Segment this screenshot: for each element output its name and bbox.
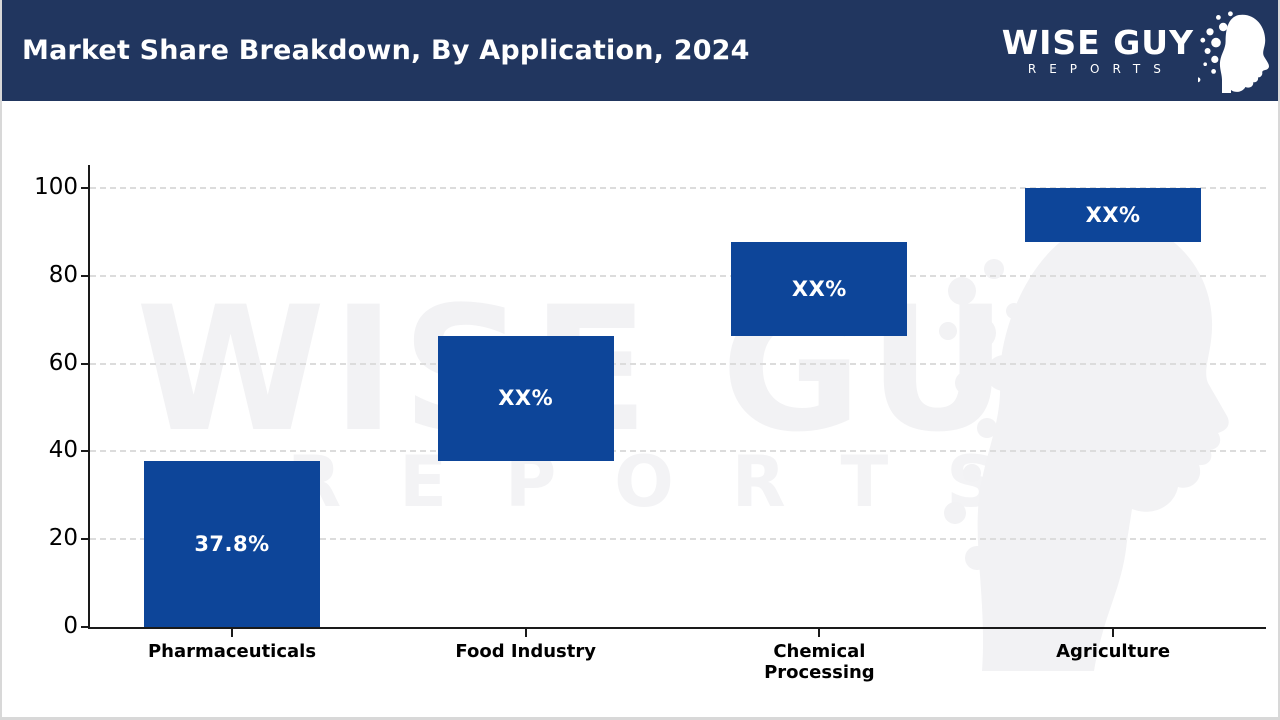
plot-area: 0 20 40 60 80 100 37.8% Pharmaceuticals XX% Food … [2, 101, 1278, 717]
y-axis-spine [88, 165, 90, 629]
grid-line [90, 187, 1266, 189]
logo-face-icon [1198, 10, 1269, 93]
y-axis-tick [81, 450, 90, 453]
y-axis-tick [81, 362, 90, 365]
grid-line [90, 274, 1266, 277]
y-tick-label: 100 [34, 174, 78, 200]
header: Market Share Breakdown, By Application, … [2, 0, 1278, 101]
y-tick-label: 0 [63, 613, 78, 639]
chart-area: WISE GUY REPORTS 0 20 40 60 80 100 37.8% Pharma… [2, 101, 1278, 717]
bar-value-label: XX% [1085, 202, 1141, 227]
y-tick-label: 20 [48, 525, 78, 552]
x-axis-tick [818, 627, 821, 637]
x-tick-label: Food Industry [455, 641, 596, 662]
bar-value-label: 37.8% [194, 532, 270, 557]
bar-chemical-processing: XX% [731, 241, 908, 336]
bar-value-label: XX% [791, 276, 847, 301]
page-title: Market Share Breakdown, By Application, … [22, 35, 750, 66]
y-axis-tick [81, 187, 90, 189]
y-axis-tick [81, 626, 90, 628]
bar-food-industry: XX% [437, 335, 614, 462]
bar-pharmaceuticals: 37.8% [144, 461, 320, 627]
x-axis-tick [524, 627, 527, 637]
bar-value-label: XX% [498, 386, 554, 411]
x-tick-label: Chemical Processing [764, 641, 875, 683]
wiseguy-logo: WISE GUY REPORTS [1001, 9, 1278, 93]
bar-agriculture: XX% [1025, 188, 1202, 242]
y-tick-label: 60 [48, 349, 78, 376]
y-tick-label: 80 [48, 261, 78, 288]
y-tick-label: 40 [48, 437, 78, 464]
x-axis-spine [88, 627, 1266, 629]
grid-line [90, 538, 1266, 541]
x-tick-label: Pharmaceuticals [147, 641, 317, 662]
x-axis-tick [1112, 627, 1115, 637]
logo-wordmark: WISE GUY [1001, 22, 1194, 62]
y-axis-tick [81, 274, 90, 277]
logo-text: WISE GUY REPORTS [1001, 22, 1194, 76]
x-axis-tick [231, 627, 233, 637]
grid-line [90, 450, 1266, 453]
grid-line [90, 362, 1266, 365]
logo-subtitle: REPORTS [1027, 61, 1174, 76]
x-tick-label: Agriculture [1056, 641, 1171, 662]
y-axis-tick [81, 538, 90, 541]
